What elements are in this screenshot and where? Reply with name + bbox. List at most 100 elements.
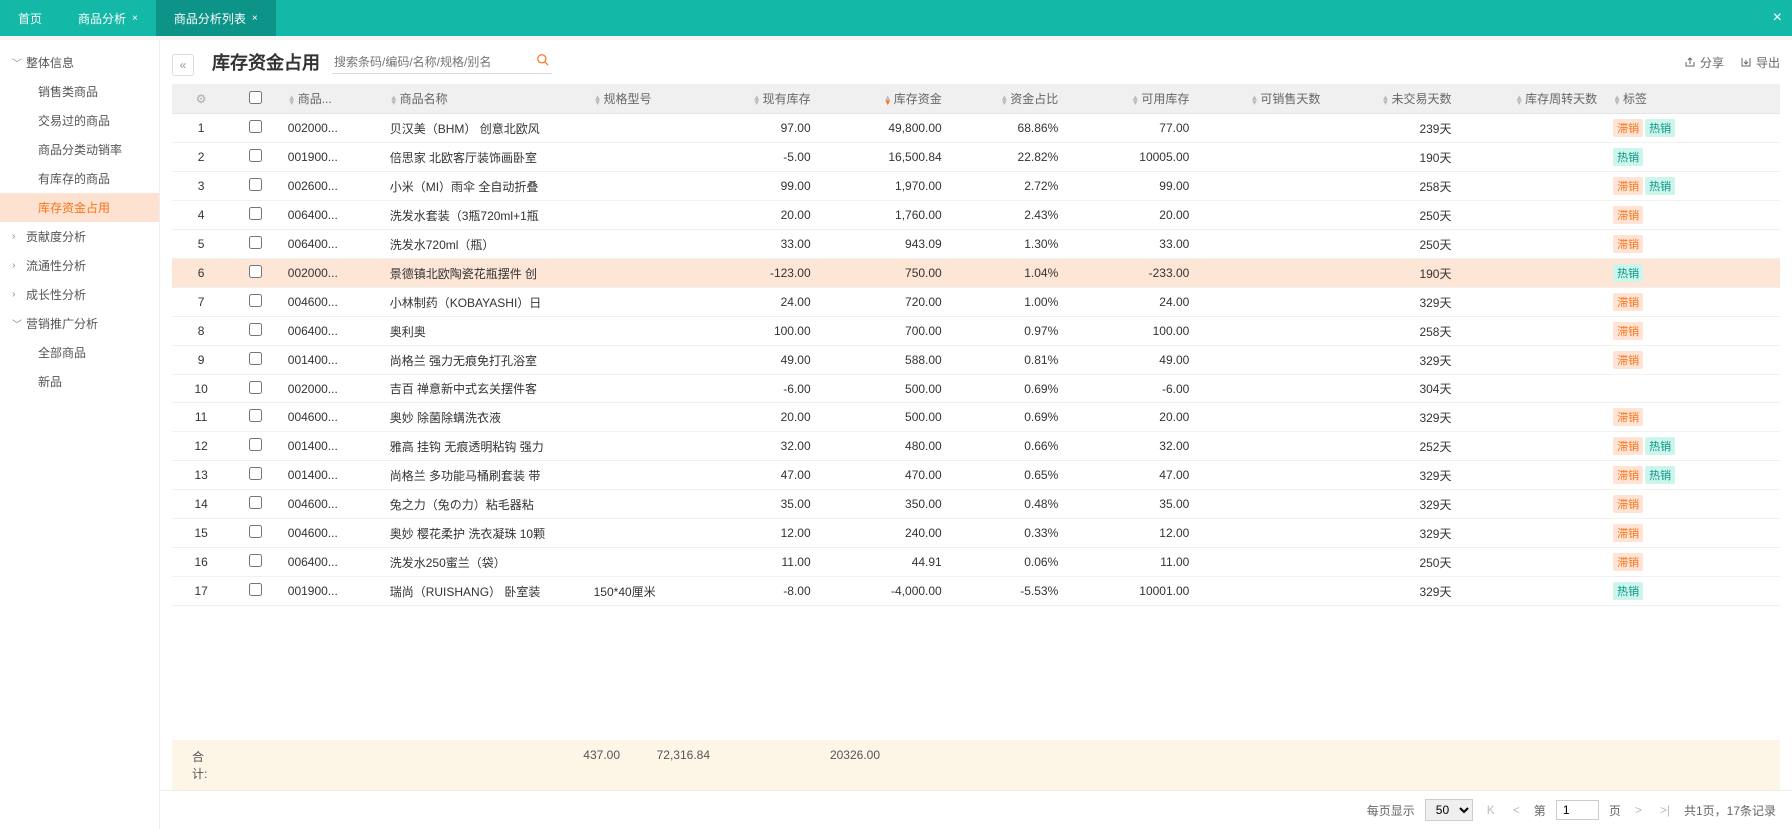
collapse-sidebar-button[interactable]: «: [172, 54, 194, 76]
row-checkbox[interactable]: [249, 438, 262, 451]
sidebar-item[interactable]: 有库存的商品: [0, 164, 159, 193]
tab[interactable]: 首页: [0, 0, 60, 36]
sort-icon: ▲▼: [288, 95, 296, 105]
column-header[interactable]: ▲▼库存周转天数: [1459, 84, 1605, 114]
sort-icon: ▲▼: [1000, 95, 1008, 105]
search-icon[interactable]: [536, 53, 550, 70]
table-row[interactable]: 5006400...洗发水720ml（瓶）33.00943.091.30%33.…: [172, 230, 1780, 259]
row-checkbox[interactable]: [249, 583, 262, 596]
column-header[interactable]: ▲▼未交易天数: [1328, 84, 1459, 114]
table-row[interactable]: 6002000...景德镇北欧陶瓷花瓶摆件 创-123.00750.001.04…: [172, 259, 1780, 288]
tab-close-icon[interactable]: ×: [252, 13, 258, 24]
sidebar-item[interactable]: 销售类商品: [0, 77, 159, 106]
table-row[interactable]: 4006400...洗发水套装（3瓶720ml+1瓶20.001,760.002…: [172, 201, 1780, 230]
per-page-select[interactable]: 50: [1425, 799, 1473, 821]
page-input[interactable]: [1556, 800, 1599, 820]
sidebar-item[interactable]: 交易过的商品: [0, 106, 159, 135]
cell-noTradeDays: 329天: [1328, 577, 1459, 606]
cell-stock: 49.00: [688, 346, 819, 375]
sidebar-group[interactable]: ›贡献度分析: [0, 222, 159, 251]
sidebar-item[interactable]: 全部商品: [0, 338, 159, 367]
row-checkbox[interactable]: [249, 265, 262, 278]
share-button[interactable]: 分享: [1684, 54, 1724, 71]
next-page-button[interactable]: >: [1631, 803, 1646, 817]
table-row[interactable]: 16006400...洗发水250蜜兰（袋）11.0044.910.06%11.…: [172, 548, 1780, 577]
close-all-tabs-icon[interactable]: ×: [1773, 0, 1782, 36]
cell-idx: 11: [172, 403, 230, 432]
table-row[interactable]: 14004600...兔之力（兔の力）粘毛器粘35.00350.000.48%3…: [172, 490, 1780, 519]
row-checkbox[interactable]: [249, 149, 262, 162]
table-row[interactable]: 17001900...瑞尚（RUISHANG） 卧室装150*40厘米-8.00…: [172, 577, 1780, 606]
cell-noTradeDays: 250天: [1328, 548, 1459, 577]
row-checkbox[interactable]: [249, 120, 262, 133]
column-header[interactable]: ▲▼商品名称: [382, 84, 586, 114]
row-checkbox[interactable]: [249, 207, 262, 220]
column-header[interactable]: ▲▼规格型号: [586, 84, 688, 114]
column-header[interactable]: ▲▼可销售天数: [1197, 84, 1328, 114]
table-row[interactable]: 3002600...小米（MI）雨伞 全自动折叠99.001,970.002.7…: [172, 172, 1780, 201]
column-header[interactable]: ▲▼库存资金: [819, 84, 950, 114]
cell-spec: [586, 288, 688, 317]
row-checkbox-cell: [230, 114, 280, 143]
tag-badge: 滞销: [1613, 495, 1643, 513]
export-button[interactable]: 导出: [1740, 54, 1780, 71]
cell-pct: 1.00%: [950, 288, 1067, 317]
tab[interactable]: 商品分析×: [60, 0, 156, 36]
row-checkbox[interactable]: [249, 236, 262, 249]
table-row[interactable]: 7004600...小林制药（KOBAYASHI）日24.00720.001.0…: [172, 288, 1780, 317]
table-row[interactable]: 11004600...奥妙 除菌除螨洗衣液20.00500.000.69%20.…: [172, 403, 1780, 432]
row-checkbox[interactable]: [249, 467, 262, 480]
table-row[interactable]: 15004600...奥妙 樱花柔护 洗衣凝珠 10颗12.00240.000.…: [172, 519, 1780, 548]
sidebar-group-label: 营销推广分析: [26, 315, 98, 332]
cell-idx: 2: [172, 143, 230, 172]
table-row[interactable]: 10002000...吉百 禅意新中式玄关摆件客-6.00500.000.69%…: [172, 375, 1780, 403]
tab-close-icon[interactable]: ×: [132, 13, 138, 24]
row-checkbox[interactable]: [249, 554, 262, 567]
row-checkbox[interactable]: [249, 294, 262, 307]
last-page-button[interactable]: >|: [1656, 803, 1674, 817]
row-checkbox[interactable]: [249, 525, 262, 538]
table-row[interactable]: 9001400...尚格兰 强力无痕免打孔浴室49.00588.000.81%4…: [172, 346, 1780, 375]
row-checkbox-cell: [230, 432, 280, 461]
sidebar-item[interactable]: 库存资金占用: [0, 193, 159, 222]
sidebar-item[interactable]: 新品: [0, 367, 159, 396]
cell-fund: -4,000.00: [819, 577, 950, 606]
sidebar-group[interactable]: ﹀营销推广分析: [0, 309, 159, 338]
table-row[interactable]: 13001400...尚格兰 多功能马桶刷套装 带47.00470.000.65…: [172, 461, 1780, 490]
table-row[interactable]: 2001900...倍思家 北欧客厅装饰画卧室-5.0016,500.8422.…: [172, 143, 1780, 172]
row-checkbox[interactable]: [249, 381, 262, 394]
tag-badge: 滞销: [1613, 408, 1643, 426]
first-page-button[interactable]: K: [1483, 803, 1499, 817]
cell-saleDays: [1197, 519, 1328, 548]
column-header[interactable]: ▲▼标签: [1605, 84, 1780, 114]
tag-badge: 热销: [1645, 466, 1675, 484]
tab[interactable]: 商品分析列表×: [156, 0, 276, 36]
row-checkbox[interactable]: [249, 496, 262, 509]
row-checkbox[interactable]: [249, 409, 262, 422]
column-header[interactable]: ▲▼资金占比: [950, 84, 1067, 114]
column-header: ⚙: [172, 84, 230, 114]
prev-page-button[interactable]: <: [1509, 803, 1524, 817]
column-label: 现有库存: [763, 92, 811, 106]
cell-avail: -6.00: [1066, 375, 1197, 403]
sidebar-group[interactable]: ›流通性分析: [0, 251, 159, 280]
table-row[interactable]: 8006400...奥利奥100.00700.000.97%100.00258天…: [172, 317, 1780, 346]
cell-saleDays: [1197, 375, 1328, 403]
row-checkbox[interactable]: [249, 323, 262, 336]
gear-icon[interactable]: ⚙: [196, 92, 207, 106]
table-row[interactable]: 12001400...雅高 挂钩 无痕透明粘钩 强力32.00480.000.6…: [172, 432, 1780, 461]
select-all-checkbox[interactable]: [249, 91, 262, 104]
row-checkbox[interactable]: [249, 178, 262, 191]
column-label: 规格型号: [604, 92, 652, 106]
sidebar-group[interactable]: ﹀整体信息: [0, 48, 159, 77]
cell-turnDays: [1459, 259, 1605, 288]
sidebar-item[interactable]: 商品分类动销率: [0, 135, 159, 164]
row-checkbox[interactable]: [249, 352, 262, 365]
column-header[interactable]: ▲▼现有库存: [688, 84, 819, 114]
table-row[interactable]: 1002000...贝汉美（BHM） 创意北欧风97.0049,800.0068…: [172, 114, 1780, 143]
sidebar-group[interactable]: ›成长性分析: [0, 280, 159, 309]
column-header[interactable]: ▲▼可用库存: [1066, 84, 1197, 114]
column-label: 可用库存: [1141, 92, 1189, 106]
column-header[interactable]: ▲▼商品...: [280, 84, 382, 114]
search-input[interactable]: [332, 51, 552, 74]
